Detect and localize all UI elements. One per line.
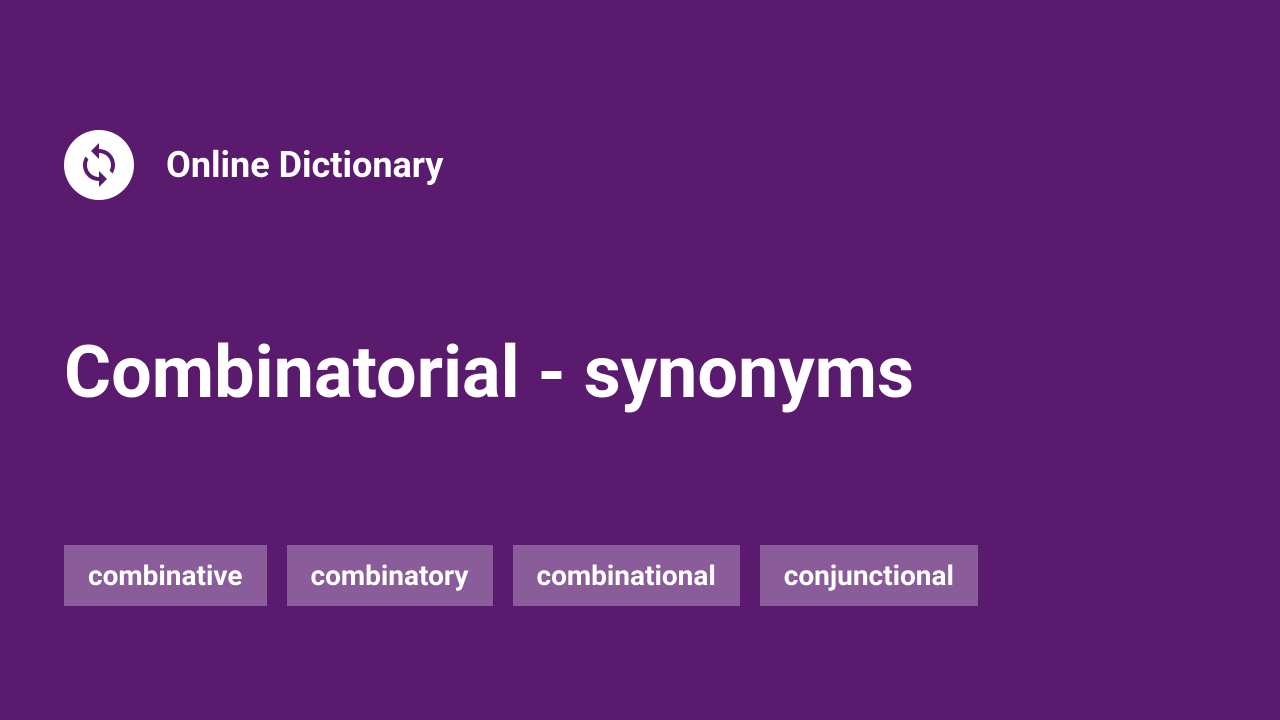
header: Online Dictionary bbox=[64, 0, 1216, 200]
synonym-chip: combinational bbox=[513, 545, 740, 606]
synonym-chip: combinatory bbox=[287, 545, 493, 606]
synonyms-list: combinative combinatory combinational co… bbox=[64, 545, 1216, 606]
page-title: Combinatorial - synonyms bbox=[64, 330, 1216, 415]
site-name: Online Dictionary bbox=[166, 144, 443, 186]
refresh-arrows-icon bbox=[64, 130, 134, 200]
synonym-chip: combinative bbox=[64, 545, 267, 606]
synonym-chip: conjunctional bbox=[760, 545, 978, 606]
